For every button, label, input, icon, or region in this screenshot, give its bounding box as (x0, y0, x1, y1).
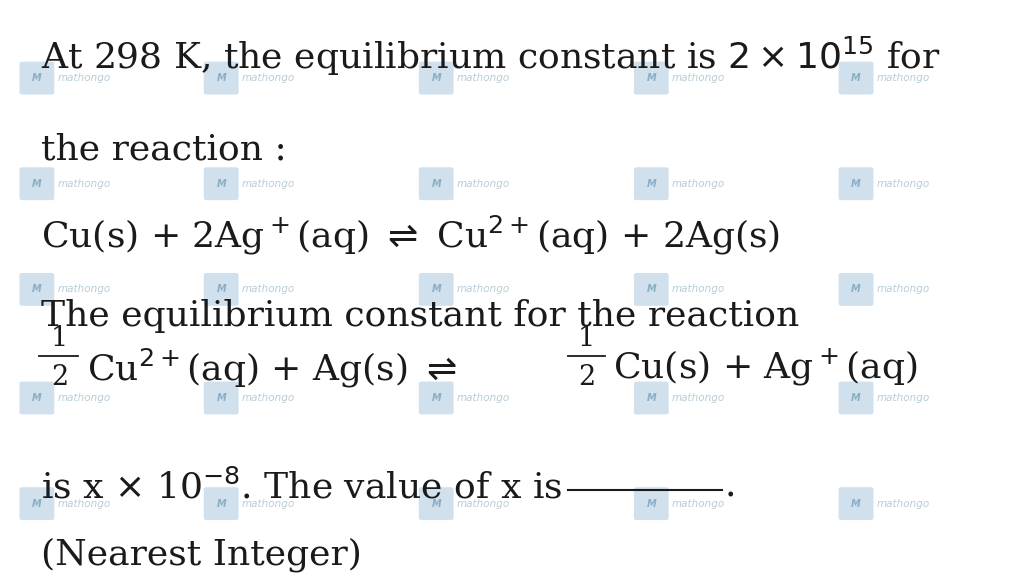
Text: M: M (851, 178, 861, 189)
Text: 2: 2 (579, 364, 595, 391)
Text: mathongo: mathongo (457, 284, 510, 295)
Text: M: M (851, 393, 861, 403)
Text: M: M (646, 73, 656, 83)
Text: mathongo: mathongo (877, 178, 930, 189)
Text: M: M (32, 178, 42, 189)
Text: M: M (851, 73, 861, 83)
Text: mathongo: mathongo (57, 73, 111, 83)
Text: mathongo: mathongo (672, 178, 725, 189)
Text: mathongo: mathongo (242, 393, 295, 403)
FancyBboxPatch shape (634, 62, 669, 95)
Text: M: M (216, 284, 226, 295)
FancyBboxPatch shape (19, 167, 54, 200)
Text: M: M (851, 498, 861, 509)
FancyBboxPatch shape (839, 167, 873, 200)
Text: mathongo: mathongo (877, 284, 930, 295)
FancyBboxPatch shape (204, 382, 239, 414)
Text: M: M (431, 73, 441, 83)
FancyBboxPatch shape (839, 62, 873, 95)
Text: mathongo: mathongo (672, 73, 725, 83)
Text: The equilibrium constant for the reaction: The equilibrium constant for the reactio… (41, 299, 799, 333)
Text: (Nearest Integer): (Nearest Integer) (41, 537, 361, 572)
Text: mathongo: mathongo (57, 498, 111, 509)
Text: mathongo: mathongo (672, 393, 725, 403)
Text: mathongo: mathongo (57, 393, 111, 403)
Text: mathongo: mathongo (457, 73, 510, 83)
Text: mathongo: mathongo (457, 498, 510, 509)
Text: M: M (646, 393, 656, 403)
Text: mathongo: mathongo (457, 393, 510, 403)
Text: Cu(s) + Ag$^+$(aq): Cu(s) + Ag$^+$(aq) (613, 346, 918, 388)
Text: mathongo: mathongo (242, 178, 295, 189)
FancyBboxPatch shape (419, 487, 454, 520)
Text: mathongo: mathongo (242, 284, 295, 295)
FancyBboxPatch shape (204, 167, 239, 200)
Text: M: M (216, 178, 226, 189)
FancyBboxPatch shape (634, 273, 669, 306)
Text: M: M (431, 498, 441, 509)
Text: At 298 K, the equilibrium constant is $2 \times 10^{15}$ for: At 298 K, the equilibrium constant is $2… (41, 35, 940, 79)
Text: M: M (32, 498, 42, 509)
Text: 1: 1 (579, 325, 595, 352)
FancyBboxPatch shape (419, 382, 454, 414)
Text: M: M (431, 284, 441, 295)
FancyBboxPatch shape (19, 382, 54, 414)
Text: 1: 1 (51, 325, 68, 352)
FancyBboxPatch shape (19, 273, 54, 306)
Text: .: . (725, 470, 736, 504)
FancyBboxPatch shape (634, 487, 669, 520)
Text: mathongo: mathongo (57, 284, 111, 295)
Text: Cu$^{2+}$(aq) + Ag(s) $\rightleftharpoons$: Cu$^{2+}$(aq) + Ag(s) $\rightleftharpoon… (87, 346, 458, 390)
Text: 2: 2 (51, 364, 68, 391)
Text: mathongo: mathongo (877, 393, 930, 403)
Text: mathongo: mathongo (672, 284, 725, 295)
Text: the reaction :: the reaction : (41, 132, 287, 166)
FancyBboxPatch shape (19, 487, 54, 520)
Text: M: M (646, 498, 656, 509)
FancyBboxPatch shape (839, 273, 873, 306)
Text: mathongo: mathongo (877, 73, 930, 83)
Text: mathongo: mathongo (242, 73, 295, 83)
FancyBboxPatch shape (839, 382, 873, 414)
FancyBboxPatch shape (204, 273, 239, 306)
Text: M: M (851, 284, 861, 295)
Text: mathongo: mathongo (57, 178, 111, 189)
Text: mathongo: mathongo (877, 498, 930, 509)
FancyBboxPatch shape (204, 487, 239, 520)
Text: M: M (216, 498, 226, 509)
Text: M: M (32, 73, 42, 83)
FancyBboxPatch shape (419, 167, 454, 200)
FancyBboxPatch shape (634, 382, 669, 414)
Text: M: M (216, 393, 226, 403)
Text: is x $\times$ 10$^{-8}$. The value of x is: is x $\times$ 10$^{-8}$. The value of x … (41, 470, 562, 506)
FancyBboxPatch shape (419, 62, 454, 95)
FancyBboxPatch shape (634, 167, 669, 200)
Text: M: M (646, 284, 656, 295)
Text: M: M (216, 73, 226, 83)
FancyBboxPatch shape (204, 62, 239, 95)
Text: M: M (431, 393, 441, 403)
Text: M: M (646, 178, 656, 189)
FancyBboxPatch shape (839, 487, 873, 520)
Text: M: M (32, 284, 42, 295)
Text: mathongo: mathongo (672, 498, 725, 509)
Text: M: M (431, 178, 441, 189)
FancyBboxPatch shape (419, 273, 454, 306)
Text: mathongo: mathongo (242, 498, 295, 509)
FancyBboxPatch shape (19, 62, 54, 95)
Text: M: M (32, 393, 42, 403)
Text: Cu(s) + 2Ag$^+$(aq) $\rightleftharpoons$ Cu$^{2+}$(aq) + 2Ag(s): Cu(s) + 2Ag$^+$(aq) $\rightleftharpoons$… (41, 214, 780, 258)
Text: mathongo: mathongo (457, 178, 510, 189)
